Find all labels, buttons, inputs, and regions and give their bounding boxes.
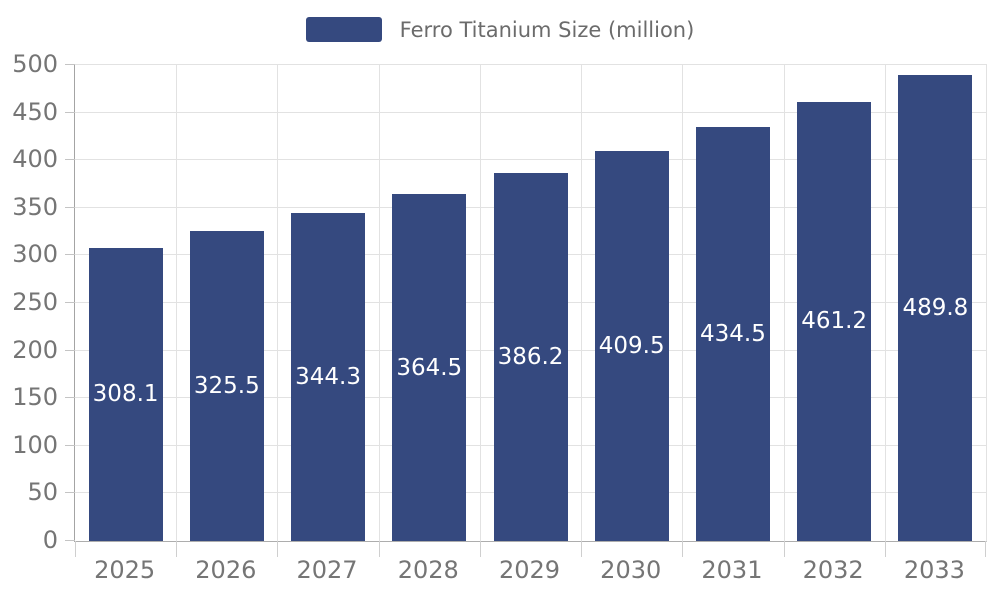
y-axis-label: 200 bbox=[12, 335, 58, 364]
y-axis-tick bbox=[65, 349, 75, 351]
bar-value-label: 364.5 bbox=[396, 354, 463, 381]
bar-2029[interactable]: 386.2 bbox=[493, 173, 568, 541]
y-axis-tick bbox=[65, 302, 75, 303]
bar-value-label: 461.2 bbox=[801, 308, 868, 335]
bar-2030[interactable]: 409.5 bbox=[594, 151, 669, 541]
x-gridline bbox=[682, 65, 684, 541]
x-axis-label: 2029 bbox=[498, 556, 561, 584]
x-gridline bbox=[479, 65, 481, 541]
y-axis-label: 100 bbox=[12, 430, 58, 459]
y-axis-label: 500 bbox=[12, 50, 58, 78]
y-axis-label: 250 bbox=[12, 288, 58, 316]
bar-value-label: 344.3 bbox=[295, 364, 361, 391]
legend-swatch bbox=[305, 17, 382, 42]
bar-2025[interactable]: 308.1 bbox=[88, 247, 163, 541]
x-axis-tick bbox=[884, 541, 886, 557]
x-axis-tick bbox=[479, 541, 481, 557]
x-axis-label: 2026 bbox=[195, 556, 257, 584]
x-axis-label: 2031 bbox=[701, 556, 763, 584]
x-axis-tick bbox=[985, 541, 986, 557]
y-axis-tick bbox=[65, 444, 75, 446]
bar-2031[interactable]: 434.5 bbox=[695, 127, 770, 541]
x-gridline bbox=[277, 65, 279, 541]
y-axis-tick bbox=[65, 540, 75, 541]
x-axis-tick bbox=[378, 541, 380, 557]
bar-value-label: 434.5 bbox=[700, 321, 766, 348]
y-axis-label: 0 bbox=[42, 526, 58, 554]
y-axis-tick bbox=[65, 111, 75, 113]
y-axis-label: 50 bbox=[27, 478, 58, 507]
bar-2032[interactable]: 461.2 bbox=[797, 101, 872, 541]
bar-2028[interactable]: 364.5 bbox=[392, 194, 467, 541]
x-axis-tick bbox=[783, 541, 785, 557]
y-axis-tick bbox=[65, 64, 75, 65]
x-axis-label: 2033 bbox=[903, 556, 965, 584]
x-axis-tick bbox=[277, 541, 279, 557]
bar-2027[interactable]: 344.3 bbox=[291, 213, 366, 541]
bar-2033[interactable]: 489.8 bbox=[898, 74, 973, 541]
x-gridline bbox=[884, 65, 886, 541]
legend[interactable]: Ferro Titanium Size (million) bbox=[0, 17, 1000, 42]
x-axis-label: 2028 bbox=[397, 556, 459, 584]
plot-area: 308.1 325.5 344.3 364.5 386.2 409.5 434.5 461.2… bbox=[65, 64, 987, 557]
bar-value-label: 325.5 bbox=[193, 373, 260, 400]
y-axis-tick bbox=[65, 159, 75, 161]
bar-2026[interactable]: 325.5 bbox=[189, 231, 264, 541]
bar-value-label: 308.1 bbox=[92, 381, 159, 408]
x-axis-tick bbox=[75, 541, 76, 557]
y-axis-tick bbox=[65, 397, 75, 399]
y-axis-label: 400 bbox=[12, 145, 58, 174]
y-axis-tick bbox=[65, 206, 75, 208]
bar-value-label: 409.5 bbox=[598, 333, 665, 360]
bar-value-label: 489.8 bbox=[902, 294, 969, 321]
y-axis-tick bbox=[65, 492, 75, 494]
y-axis-label: 450 bbox=[12, 97, 58, 126]
y-gridline bbox=[75, 159, 986, 161]
x-gridline bbox=[378, 65, 380, 541]
x-axis-tick bbox=[581, 541, 583, 557]
x-gridline bbox=[176, 65, 178, 541]
x-axis-tick bbox=[682, 541, 684, 557]
x-gridline bbox=[783, 65, 785, 541]
legend-label: Ferro Titanium Size (million) bbox=[399, 17, 695, 42]
y-axis-tick bbox=[65, 254, 75, 256]
x-axis-tick bbox=[176, 541, 178, 557]
x-gridline bbox=[581, 65, 583, 541]
bar-value-label: 386.2 bbox=[497, 344, 564, 371]
x-axis-label: 2025 bbox=[94, 556, 156, 584]
y-gridline bbox=[75, 111, 986, 113]
x-axis-label: 2027 bbox=[296, 556, 358, 584]
x-axis-label: 2030 bbox=[600, 556, 662, 584]
y-axis-label: 150 bbox=[12, 383, 58, 412]
y-axis-label: 350 bbox=[12, 192, 58, 221]
y-axis-label: 300 bbox=[12, 240, 58, 269]
x-axis-label: 2032 bbox=[802, 556, 864, 584]
